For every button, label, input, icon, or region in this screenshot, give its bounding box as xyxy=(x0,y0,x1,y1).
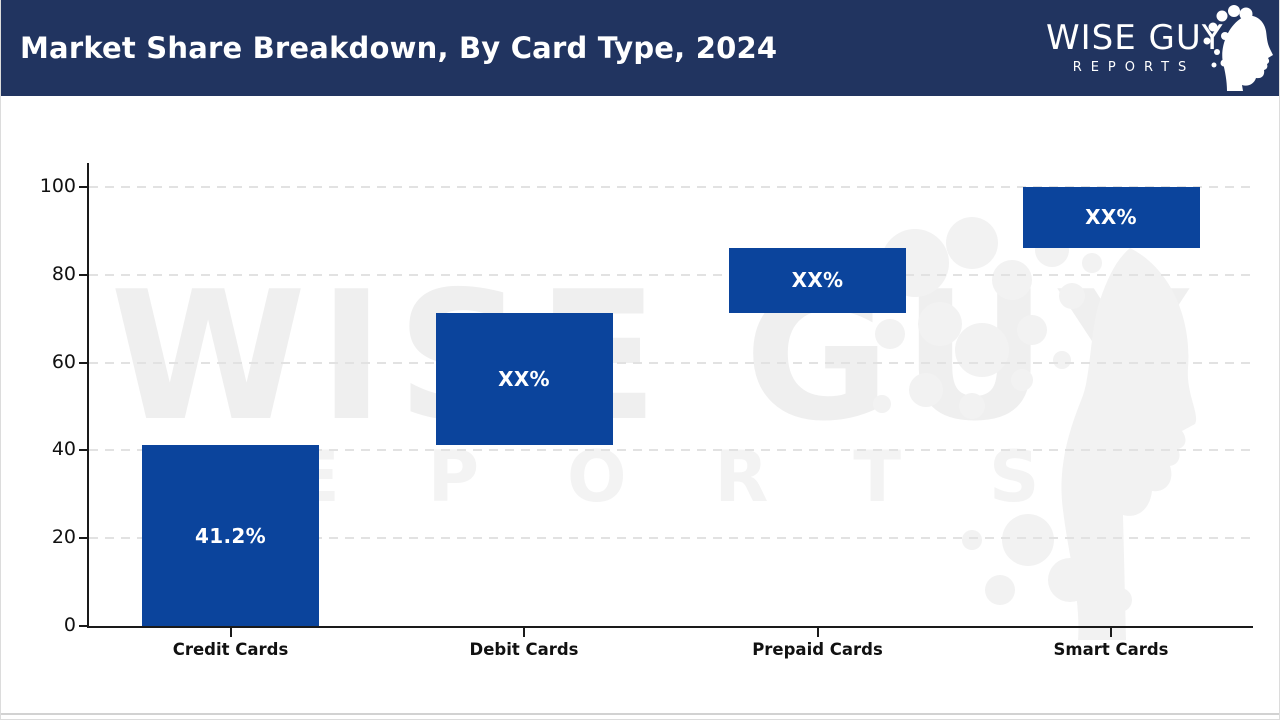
bar-credit-cards: 41.2% xyxy=(142,445,319,626)
x-tick-label: Debit Cards xyxy=(469,640,579,659)
y-tick-label: 40 xyxy=(51,438,76,461)
gridline-y-80 xyxy=(89,273,1253,276)
brand-wordmark-line2: REPORTS xyxy=(1072,59,1196,75)
y-tick xyxy=(79,186,89,188)
y-tick-label: 100 xyxy=(39,175,76,197)
gridline-y-20 xyxy=(89,537,1253,540)
y-tick-label: 20 xyxy=(51,526,76,549)
y-tick xyxy=(79,449,89,452)
gridline-y-40 xyxy=(89,449,1253,452)
x-tick xyxy=(229,628,232,637)
x-axis-spine xyxy=(87,626,1253,628)
brand-wordmark: WISE GUY REPORTS xyxy=(1046,18,1224,75)
x-tick xyxy=(1110,628,1112,637)
header-banner: Market Share Breakdown, By Card Type, 20… xyxy=(0,0,1280,96)
bar-value-label: XX% xyxy=(791,268,844,293)
y-tick xyxy=(79,537,89,540)
bar-debit-cards: XX% xyxy=(435,312,613,446)
bottom-divider xyxy=(0,713,1280,715)
gridline-y-100 xyxy=(89,186,1253,188)
brand-wordmark-line1: WISE GUY xyxy=(1046,18,1224,58)
gridline-y-60 xyxy=(89,361,1253,364)
y-axis-spine xyxy=(87,163,89,628)
y-tick-label: 80 xyxy=(51,262,76,285)
bar-value-label: XX% xyxy=(498,366,550,391)
bar-value-label: 41.2% xyxy=(195,523,266,548)
y-tick xyxy=(79,361,89,364)
bar-smart-cards: XX% xyxy=(1022,187,1200,248)
x-tick-label: Credit Cards xyxy=(172,640,289,659)
y-tick xyxy=(79,273,89,276)
x-tick xyxy=(816,628,819,637)
x-tick-label: Prepaid Cards xyxy=(752,640,883,659)
y-tick-label: 60 xyxy=(51,350,76,373)
y-tick xyxy=(79,625,89,627)
page-title: Market Share Breakdown, By Card Type, 20… xyxy=(20,31,778,65)
bar-value-label: XX% xyxy=(1085,205,1137,230)
x-tick xyxy=(523,628,525,637)
bar-prepaid-cards: XX% xyxy=(729,247,906,313)
x-tick-label: Smart Cards xyxy=(1053,640,1169,659)
brand-head-icon xyxy=(1200,5,1274,95)
y-tick-label: 0 xyxy=(63,614,76,636)
